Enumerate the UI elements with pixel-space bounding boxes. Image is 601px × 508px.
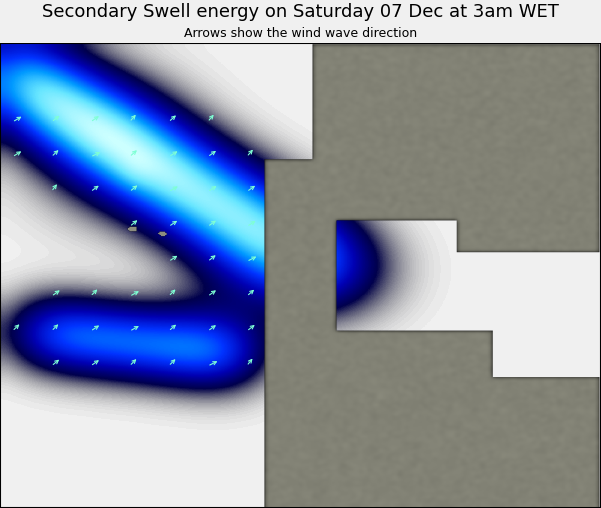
Text: Secondary Swell energy on Saturday 07 Dec at 3am WET: Secondary Swell energy on Saturday 07 De… xyxy=(42,3,559,21)
Text: Arrows show the wind wave direction: Arrows show the wind wave direction xyxy=(184,27,417,40)
